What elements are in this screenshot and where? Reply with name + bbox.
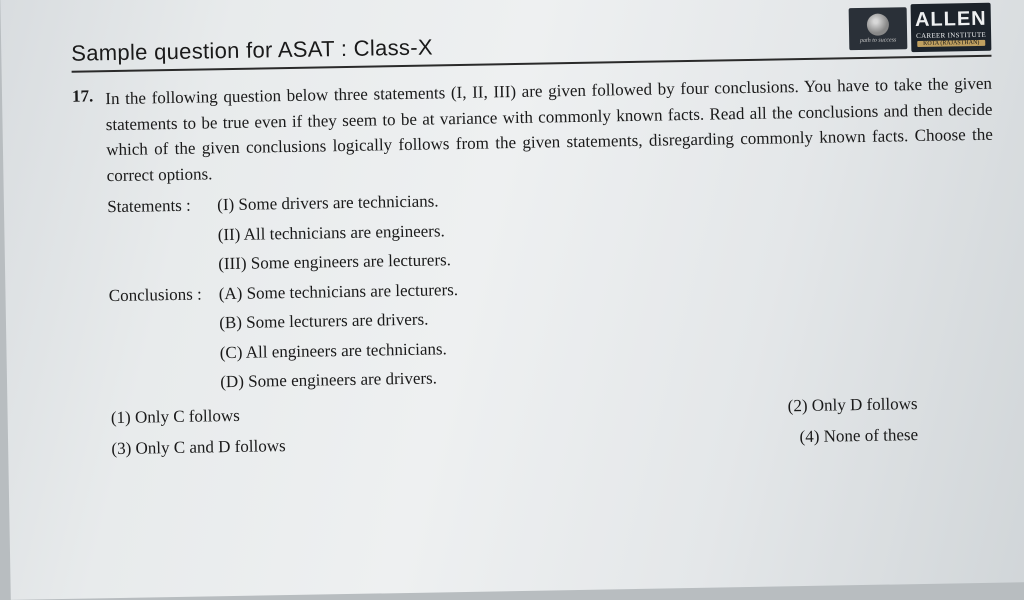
logo-wordmark: ALLEN CAREER INSTITUTE KOTA (RAJASTHAN) — [911, 3, 992, 52]
option-4: (4) None of these — [799, 422, 918, 450]
option-2: (2) Only D follows — [787, 391, 917, 419]
brand-sub2: KOTA (RAJASTHAN) — [917, 40, 985, 47]
option-3: (3) Only C and D follows — [111, 433, 286, 462]
question-body: In the following question below three st… — [105, 71, 998, 462]
brand-sub1: CAREER INSTITUTE — [916, 31, 986, 40]
institute-logo: path to success ALLEN CAREER INSTITUTE K… — [849, 3, 992, 53]
question-number: 17. — [72, 86, 100, 462]
option-1: (1) Only C follows — [111, 402, 240, 430]
conclusions-label: Conclusions : — [109, 281, 219, 308]
page-title: Sample question for ASAT : Class-X — [71, 34, 433, 66]
brand-name: ALLEN — [915, 8, 987, 32]
header-row: Sample question for ASAT : Class-X path … — [71, 3, 992, 73]
logo-tagline: path to success — [860, 37, 896, 44]
statements-conclusions-grid: Statements : (I) Some drivers are techni… — [107, 179, 997, 397]
exam-paper: Sample question for ASAT : Class-X path … — [0, 0, 1024, 600]
logo-emblem: path to success — [849, 7, 908, 50]
statements-label: Statements : — [107, 192, 217, 219]
question-intro: In the following question below three st… — [105, 71, 993, 188]
globe-icon — [867, 13, 889, 35]
question-block: 17. In the following question below thre… — [72, 71, 998, 462]
